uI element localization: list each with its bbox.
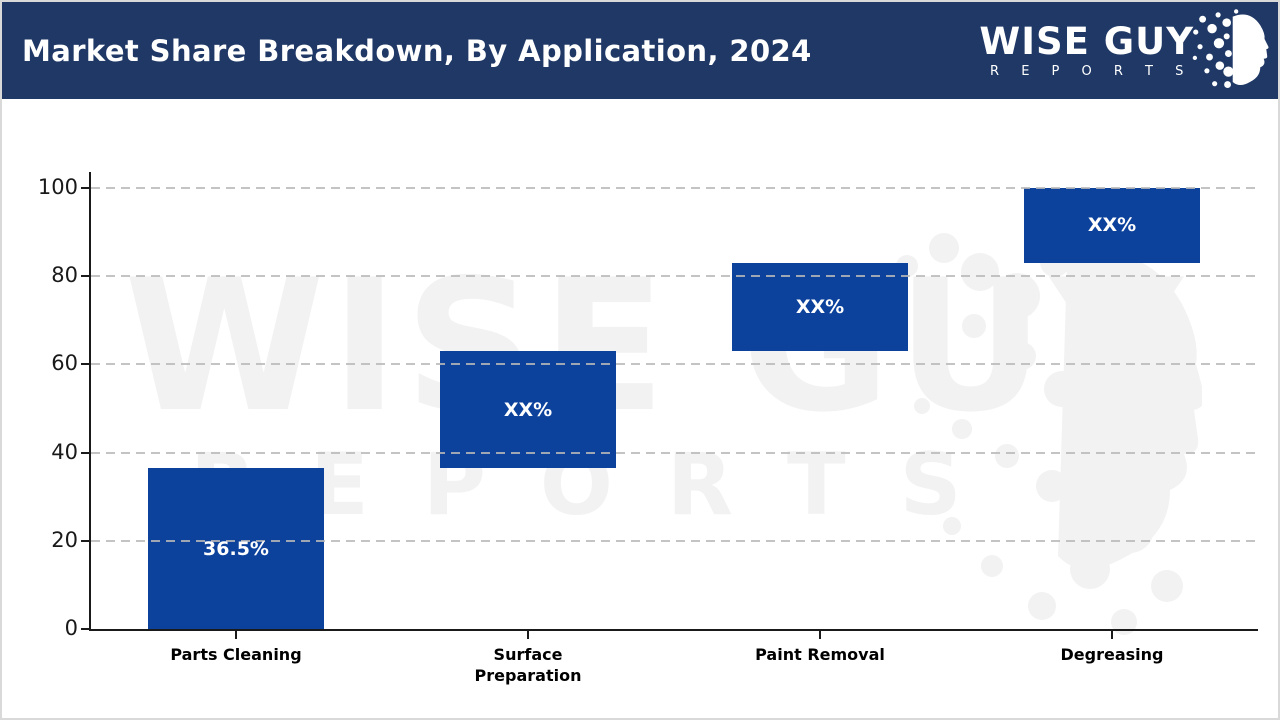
bar-segment [440, 351, 616, 469]
bar-value-label: XX% [503, 398, 553, 421]
y-tick-label: 0 [64, 616, 78, 640]
y-tick-label: 80 [51, 263, 78, 288]
y-tick-mark [81, 187, 89, 189]
logo-line1: WISE GUY [979, 20, 1194, 63]
bar-value-label: XX% [795, 296, 845, 319]
page-title: Market Share Breakdown, By Application, … [22, 33, 812, 68]
y-tick-mark [81, 539, 89, 542]
wise-guy-reports-logo: WISE GUY R E P O R T S [979, 7, 1278, 95]
category-label: Paint Removal [755, 645, 885, 664]
chart-plot-area: 0 20 40 60 80 100 36.5% Parts Cleaning XX% Surfac… [2, 99, 1278, 718]
gridline [91, 451, 1258, 454]
logo-wordmark: WISE GUY R E P O R T S [979, 23, 1194, 78]
y-tick-mark [81, 363, 89, 366]
bar-segment [148, 468, 324, 629]
x-tick-mark [1111, 631, 1113, 639]
category-label: Parts Cleaning [170, 645, 302, 664]
y-tick-label: 100 [37, 175, 78, 199]
bar-segment [1024, 188, 1200, 263]
category-label: Degreasing [1060, 645, 1164, 664]
gridline [91, 187, 1258, 189]
x-axis-line [89, 629, 1258, 631]
y-tick-label: 20 [51, 527, 78, 552]
y-tick-label: 60 [51, 351, 78, 376]
category-label: Surface Preparation [474, 645, 582, 685]
y-axis-line [89, 172, 91, 631]
x-tick-mark [235, 631, 237, 639]
y-tick-mark [81, 451, 89, 454]
bar-value-label: 36.5% [203, 537, 269, 560]
y-tick-label: 40 [51, 439, 78, 464]
gridline [91, 275, 1258, 278]
gridline [91, 539, 1258, 542]
logo-line2: R E P O R T S [990, 64, 1193, 79]
y-tick-mark [81, 275, 89, 278]
gridline [91, 363, 1258, 366]
y-tick-mark [81, 628, 89, 630]
bar-segment [732, 262, 908, 352]
header-bar: Market Share Breakdown, By Application, … [2, 2, 1278, 99]
logo-face-icon [1192, 8, 1269, 88]
x-tick-mark [819, 631, 821, 639]
x-tick-mark [527, 631, 529, 639]
bar-value-label: XX% [1087, 214, 1137, 237]
